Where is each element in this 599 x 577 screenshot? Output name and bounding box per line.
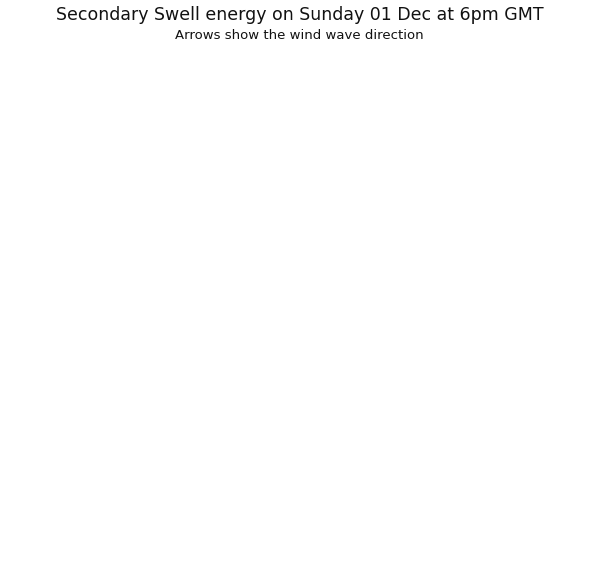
- Text: cartopy required: cartopy required: [241, 305, 358, 319]
- Text: Arrows show the wind wave direction: Arrows show the wind wave direction: [175, 29, 424, 42]
- Text: Secondary Swell energy on Sunday 01 Dec at 6pm GMT: Secondary Swell energy on Sunday 01 Dec …: [56, 6, 543, 24]
